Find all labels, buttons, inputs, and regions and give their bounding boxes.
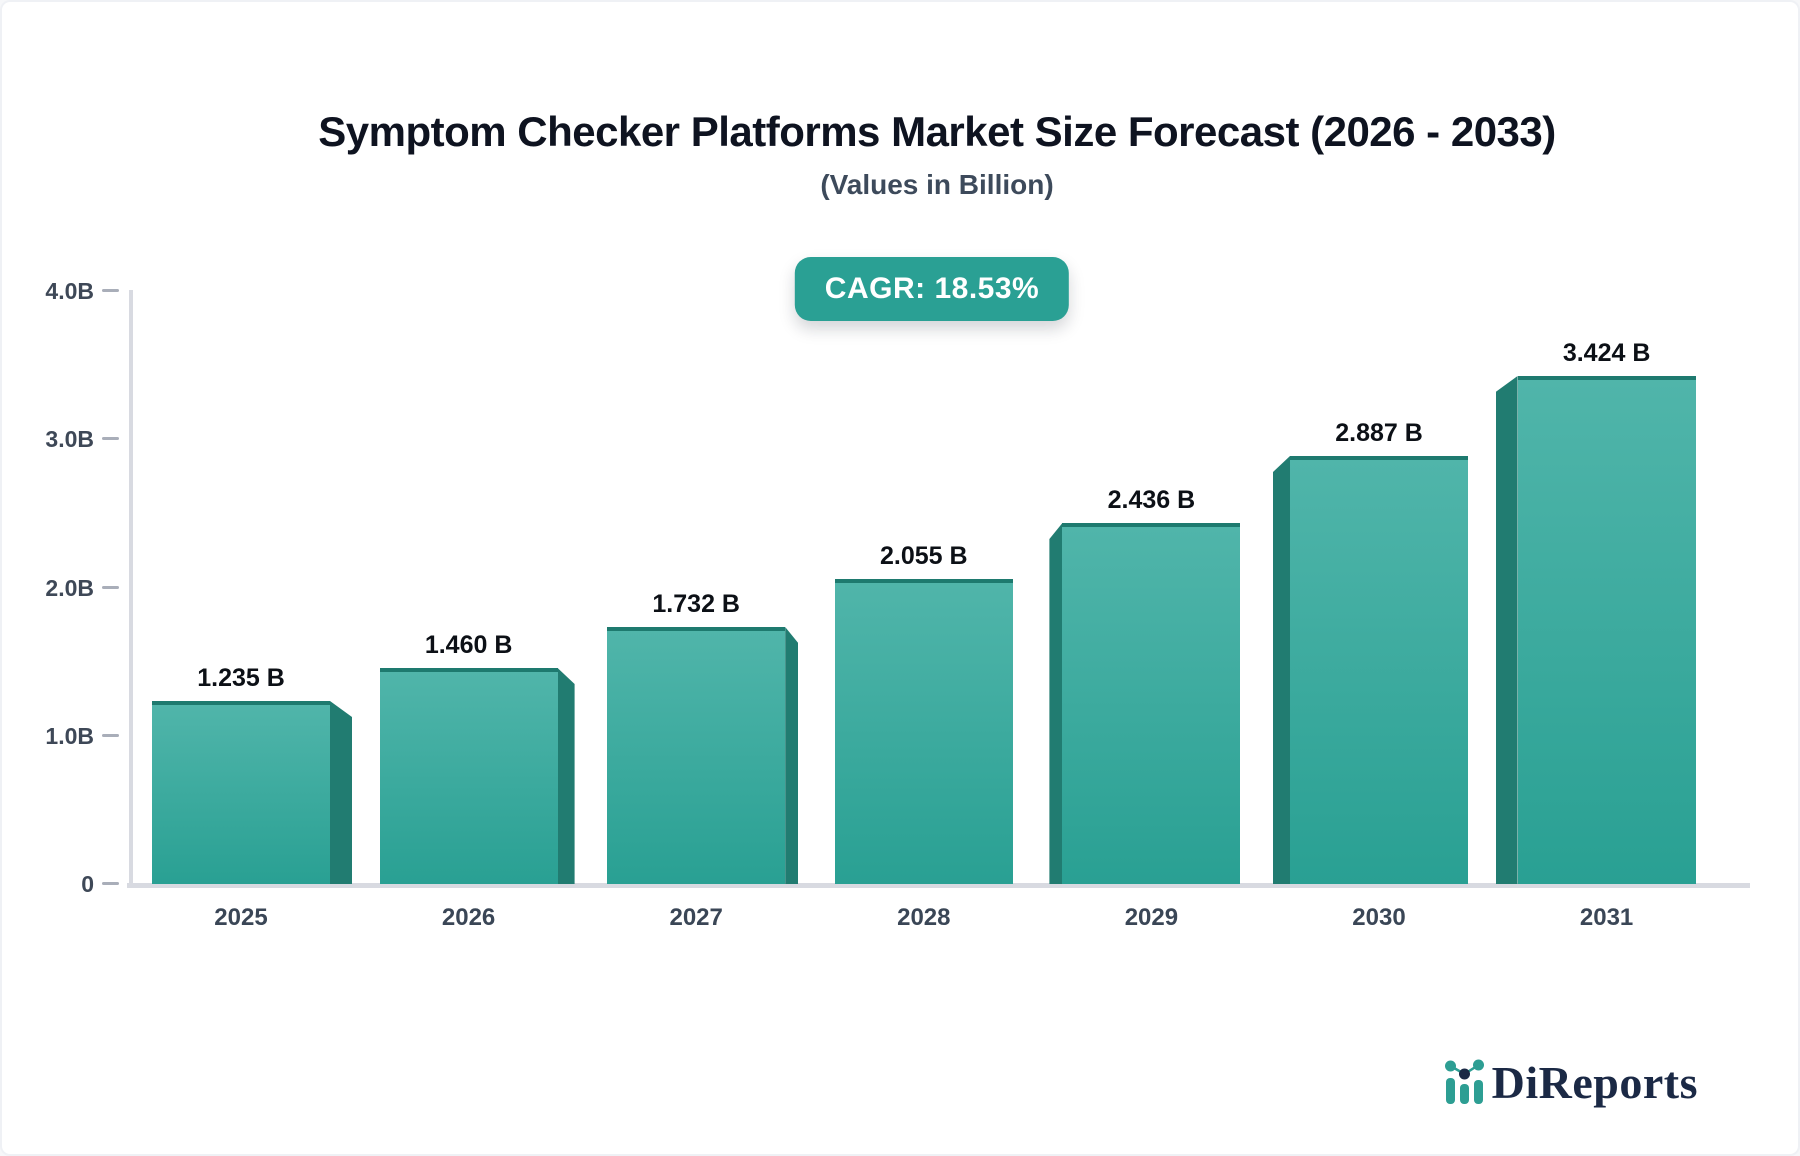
bar-value-label: 2.887 B	[1335, 419, 1423, 447]
bar-2028	[834, 579, 1013, 884]
bar-value-label: 3.424 B	[1562, 339, 1651, 367]
bar-side-3d	[557, 668, 575, 884]
y-axis-tick-label: 4.0B	[45, 278, 94, 304]
y-axis-tick-mark	[102, 882, 119, 885]
x-axis-line	[127, 883, 1750, 888]
y-axis-tick-label: 0	[81, 871, 94, 897]
direports-logo: DiReports	[1444, 1052, 1698, 1106]
x-axis-label: 2025	[214, 904, 268, 931]
y-axis-tick-mark	[102, 437, 119, 440]
bar-value-label: 2.436 B	[1107, 486, 1196, 514]
bar-side-3d	[1495, 376, 1518, 884]
bar-side-3d	[1273, 456, 1290, 884]
bar-2029	[1062, 523, 1241, 884]
bar-2031	[1517, 376, 1696, 884]
bar-side-3d	[785, 627, 799, 884]
bar-value-label: 1.235 B	[197, 664, 285, 692]
bar-2025	[152, 701, 330, 884]
x-axis-label: 2029	[1124, 904, 1179, 931]
y-axis-tick-label: 2.0B	[45, 575, 94, 601]
bar-value-label: 1.732 B	[652, 590, 740, 618]
y-axis-tick-label: 1.0B	[45, 723, 94, 749]
bar-value-label: 2.055 B	[880, 542, 968, 570]
bar-2026	[379, 668, 558, 884]
x-axis-label: 2028	[897, 904, 951, 931]
chart-subtitle: (Values in Billion)	[820, 169, 1054, 200]
x-axis-label: 2030	[1352, 904, 1406, 931]
bar-2027	[607, 627, 786, 884]
y-axis-line	[129, 290, 133, 887]
chart-title: Symptom Checker Platforms Market Size Fo…	[318, 108, 1556, 155]
cagr-badge: CAGR: 18.53%	[794, 257, 1070, 321]
y-axis-tick-mark	[102, 289, 119, 292]
y-axis-tick-mark	[102, 586, 119, 589]
bar-side-3d	[1049, 523, 1063, 884]
x-axis-label: 2031	[1579, 904, 1634, 931]
y-axis-tick-mark	[102, 734, 119, 737]
y-axis-tick-label: 3.0B	[45, 426, 94, 452]
direports-logo-text: DiReports	[1491, 1057, 1698, 1108]
bar-value-label: 1.460 B	[424, 631, 513, 659]
x-axis-label: 2026	[441, 904, 496, 931]
direports-logo-icon	[1444, 1059, 1484, 1104]
x-axis-label: 2027	[669, 904, 723, 931]
bar-side-3d	[330, 701, 352, 884]
bar-2030	[1290, 456, 1468, 884]
